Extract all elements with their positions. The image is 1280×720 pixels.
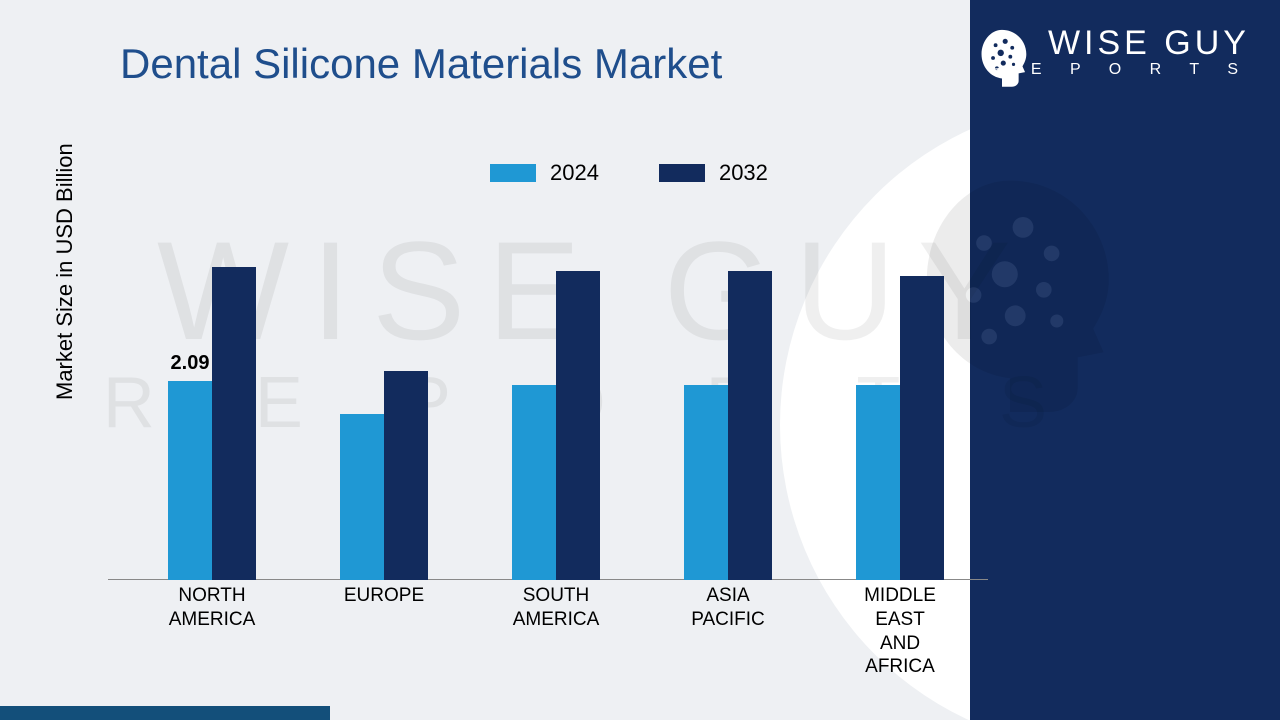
legend-label: 2024 — [550, 160, 599, 186]
bottom-accent-bar — [0, 706, 330, 720]
bar-value-label: 2.09 — [160, 352, 220, 375]
logo: WISE GUY R E P O R T S — [991, 24, 1250, 79]
right-panel — [970, 0, 1280, 720]
chart-title: Dental Silicone Materials Market — [120, 40, 722, 88]
category-label: NORTHAMERICA — [142, 584, 282, 632]
bar — [384, 371, 428, 580]
category-label: ASIAPACIFIC — [658, 584, 798, 632]
chart: Market Size in USD Billion 2024 2032 2.0… — [60, 160, 1000, 690]
legend-item: 2032 — [659, 160, 768, 186]
logo-line2: R E P O R T S — [991, 61, 1250, 79]
legend-swatch — [490, 164, 536, 182]
y-axis-label: Market Size in USD Billion — [52, 143, 78, 400]
legend-label: 2032 — [719, 160, 768, 186]
bar — [512, 385, 556, 580]
logo-line1: WISE GUY — [991, 24, 1250, 63]
legend-item: 2024 — [490, 160, 599, 186]
bar — [856, 385, 900, 580]
legend: 2024 2032 — [490, 160, 768, 186]
bar — [900, 276, 944, 580]
bar — [684, 385, 728, 580]
bar — [340, 414, 384, 580]
bar — [556, 271, 600, 580]
category-label: SOUTHAMERICA — [486, 584, 626, 632]
plot-area: 2.09 — [108, 200, 988, 580]
stage: WISE GUY R E P O R T S WISE GUY R E P O … — [0, 0, 1280, 720]
bar — [168, 381, 212, 580]
legend-swatch — [659, 164, 705, 182]
bar — [212, 267, 256, 581]
category-label: EUROPE — [314, 584, 454, 608]
category-label: MIDDLEEASTANDAFRICA — [830, 584, 970, 679]
bar — [728, 271, 772, 580]
